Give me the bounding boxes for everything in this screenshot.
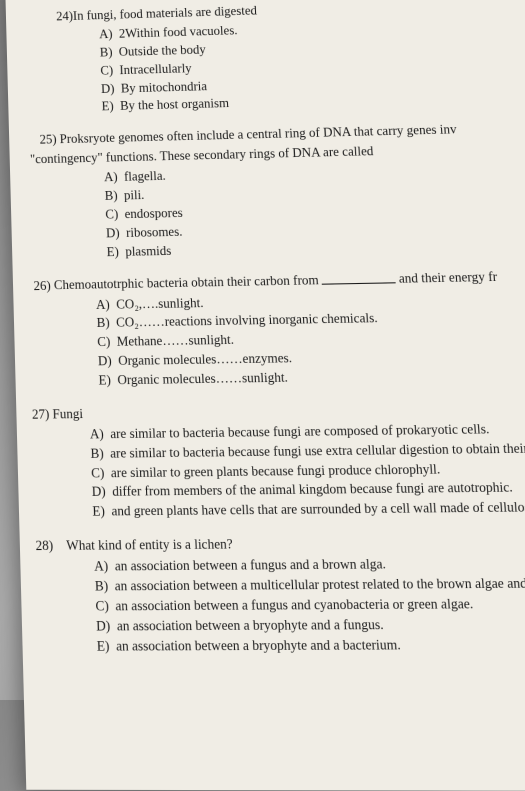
question-26: 26) Chemoautotrphic bacteria obtain thei… [64, 266, 525, 390]
options: A) 2Within food vacuoles. B) Outside the… [57, 12, 525, 116]
question-number: 27) [32, 405, 50, 423]
question-24: 24)In fungi, food materials are digested… [56, 0, 525, 117]
stem-text: In fungi, food materials are digested [73, 3, 257, 23]
question-number: 25) [39, 131, 56, 149]
question-stem: 28) What kind of entity is a lichen? [35, 532, 525, 555]
options: A) CO₂,….sunlight. B) CO₂……reactions inv… [65, 287, 525, 390]
question-27: 27) Fungi A) are similar to bacteria bec… [68, 398, 525, 522]
stem-text: Fungi [52, 406, 83, 421]
stem-mid: and their energy fr [398, 269, 497, 286]
option-e: E) an association between a bryophyte an… [97, 634, 525, 655]
question-28: 28) What kind of entity is a lichen? A) … [72, 532, 525, 655]
stem-text: What kind of entity is a lichen? [66, 536, 233, 553]
option-c: C) an association between a fungus and c… [95, 594, 525, 616]
worksheet-page: 24)In fungi, food materials are digested… [5, 0, 525, 791]
option-d: D) an association between a bryophyte an… [96, 614, 525, 636]
option-b: B) an association between a multicellula… [95, 574, 525, 596]
options: A) flagella. B) pili. C) endospores D) r… [61, 158, 525, 262]
question-number: 26) [33, 277, 51, 295]
stem-text: Chemoautotrphic bacteria obtain their ca… [54, 273, 319, 293]
question-number: 28) [35, 537, 53, 556]
options: A) an association between a fungus and a… [73, 553, 525, 655]
question-25: 25) Proksryote genomes often include a c… [60, 118, 525, 261]
question-number: 24) [56, 8, 73, 25]
blank [321, 270, 396, 284]
option-a: A) an association between a fungus and a… [94, 553, 525, 576]
option-e: E) and green plants have cells that are … [92, 498, 525, 522]
options: A) are similar to bacteria because fungi… [69, 419, 525, 522]
